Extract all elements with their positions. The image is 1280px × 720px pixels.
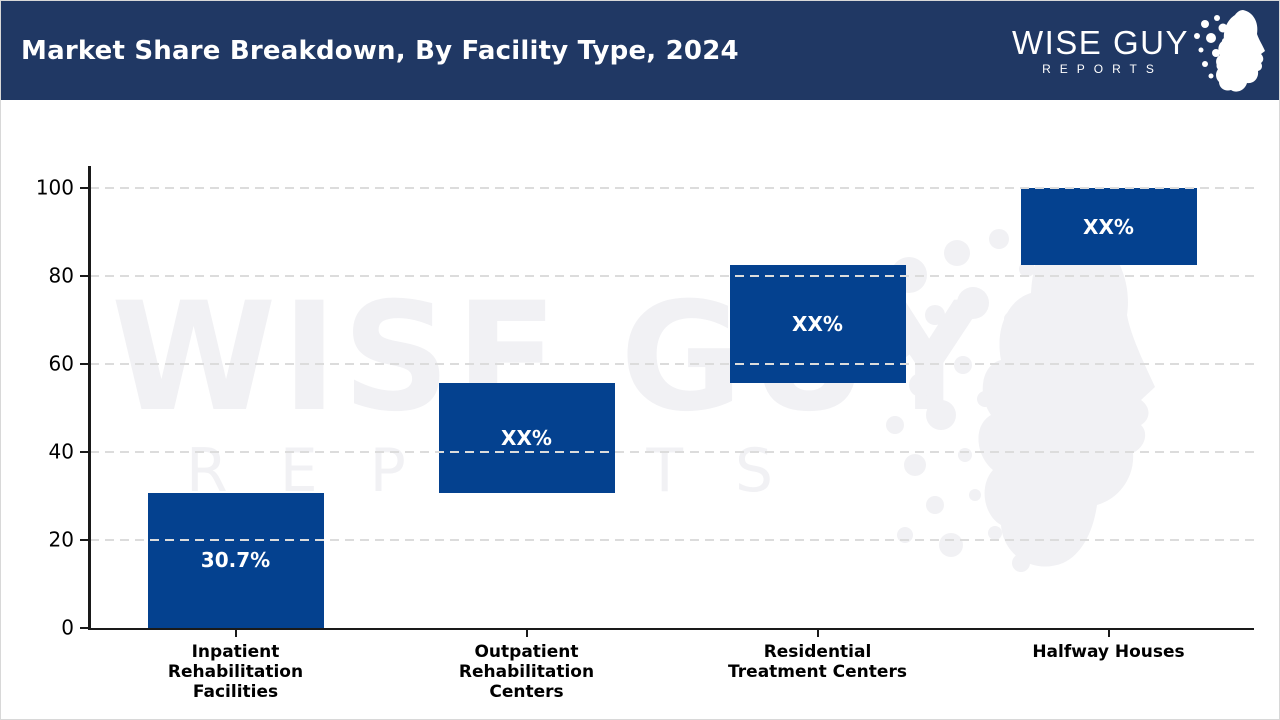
watermark-face-icon [885, 225, 1155, 572]
x-category-line: Facilities [192, 682, 279, 702]
gridline-80 [90, 275, 1254, 277]
y-axis-line [88, 166, 91, 630]
x-category-label-2: Outpatient Rehabilitation Centers [459, 642, 594, 702]
y-tick-20 [80, 539, 88, 541]
y-tick-60 [80, 363, 88, 365]
brand-logo-text: WISE GUY REPORTS [1012, 26, 1189, 76]
y-tick-label-20: 20 [48, 527, 74, 552]
brand-subtitle: REPORTS [1042, 61, 1163, 76]
x-category-line: Inpatient [191, 642, 280, 662]
waterfall-bar-1 [147, 492, 324, 628]
x-category-line: Treatment Centers [728, 662, 907, 682]
bar-value-label-4: XX% [1083, 214, 1134, 239]
y-tick-label-40: 40 [48, 439, 74, 464]
brand-logo: WISE GUY REPORTS [1012, 7, 1269, 95]
y-tick-80 [80, 275, 88, 277]
y-tick-label-100: 100 [35, 175, 74, 200]
header: Market Share Breakdown, By Facility Type… [1, 1, 1279, 100]
bar-value-label-2: XX% [501, 425, 552, 450]
y-tick-100 [80, 187, 88, 189]
x-category-label-4: Halfway Houses [1032, 642, 1184, 662]
gridline-100 [90, 187, 1254, 189]
bar-value-label-1: 30.7% [200, 548, 271, 573]
gridline-20 [90, 539, 1254, 541]
x-category-line: Rehabilitation [167, 662, 304, 682]
page-title: Market Share Breakdown, By Facility Type… [21, 35, 739, 66]
brand-face-icon [1194, 10, 1265, 92]
gridline-60 [90, 363, 1254, 365]
x-category-line: Rehabilitation [458, 662, 595, 682]
x-category-line: Centers [489, 682, 564, 702]
x-axis-line [88, 627, 1254, 630]
y-tick-0 [80, 627, 88, 629]
brand-name: WISE GUY [1011, 24, 1189, 62]
x-tick-4 [1107, 630, 1110, 637]
x-tick-3 [816, 630, 819, 637]
x-category-line: Halfway Houses [1032, 642, 1185, 662]
bar-value-label-3: XX% [792, 311, 843, 336]
waterfall-bar-2 [438, 382, 615, 493]
waterfall-bar-4 [1020, 188, 1197, 265]
x-tick-2 [525, 630, 528, 637]
y-tick-label-60: 60 [48, 351, 74, 376]
x-category-line: Outpatient [474, 642, 579, 662]
y-tick-label-80: 80 [48, 263, 74, 288]
y-tick-label-0: 0 [61, 615, 74, 640]
x-category-label-1: Inpatient Rehabilitation Facilities [168, 642, 303, 702]
gridline-40 [90, 451, 1254, 453]
y-tick-40 [80, 451, 88, 453]
x-tick-1 [234, 630, 237, 637]
x-category-label-3: Residential Treatment Centers [728, 642, 907, 682]
x-category-line: Residential [763, 642, 872, 662]
